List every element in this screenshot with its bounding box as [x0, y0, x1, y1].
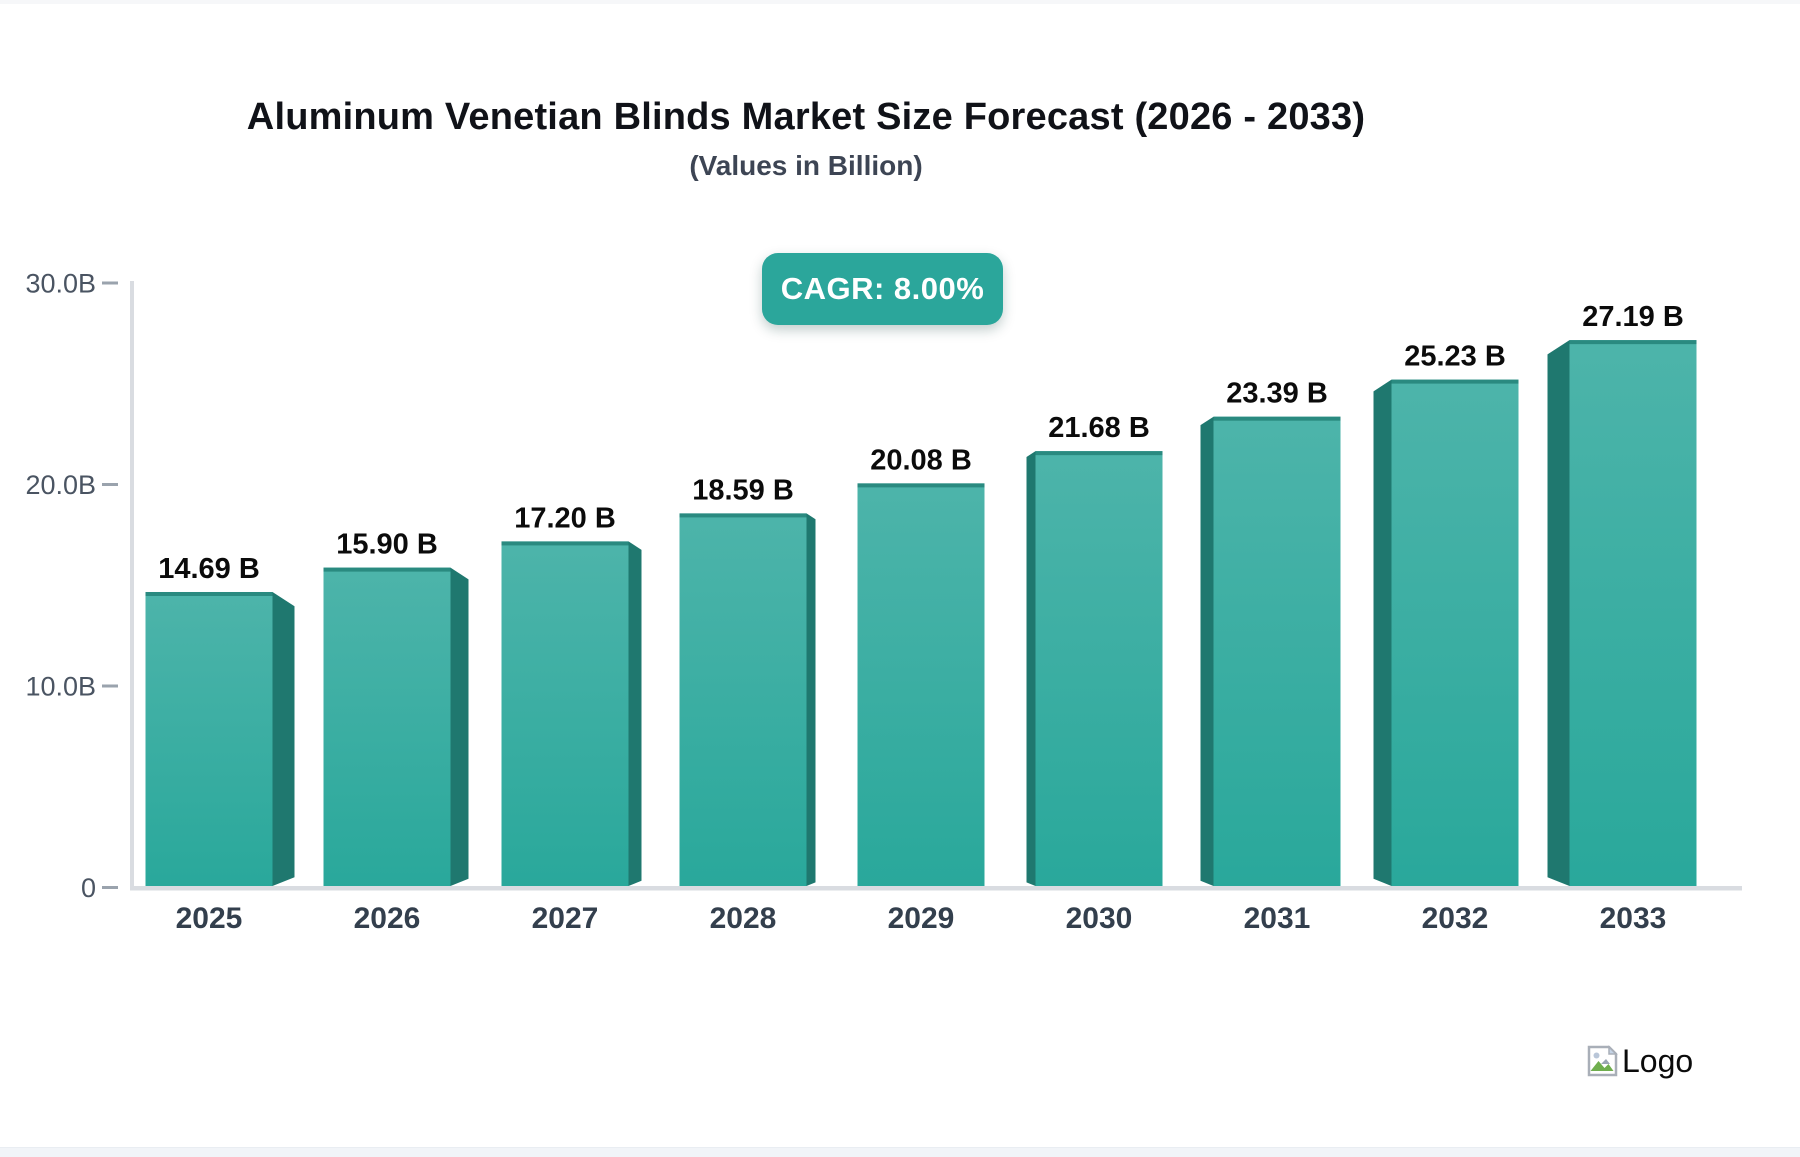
bar-side-face [450, 567, 469, 886]
bar [323, 567, 451, 888]
x-axis-label: 2031 [1244, 902, 1311, 935]
bar-top-edge [1391, 379, 1519, 384]
logo: Logo [1583, 1040, 1693, 1084]
bar-top-edge [1569, 340, 1697, 345]
bar-value-label: 20.08 B [870, 444, 972, 476]
bar-value-label: 17.20 B [514, 502, 616, 534]
bar-side-face [1373, 379, 1392, 886]
chart-subtitle: (Values in Billion) [689, 150, 923, 181]
y-axis-line [130, 281, 134, 890]
x-axis-label: 2029 [888, 902, 955, 935]
bar-top-edge [1213, 416, 1341, 421]
bar-value-label: 25.23 B [1404, 341, 1506, 373]
page-bottom-edge [0, 1147, 1800, 1157]
bar-top-edge [679, 513, 807, 518]
x-axis-label: 2027 [532, 902, 599, 935]
y-tick-mark [102, 483, 118, 486]
logo-text: Logo [1622, 1043, 1694, 1079]
bar-top-edge [1035, 451, 1163, 456]
chart-title: Aluminum Venetian Blinds Market Size For… [246, 96, 1366, 138]
bar [1213, 416, 1341, 888]
bar-value-label: 15.90 B [336, 529, 438, 561]
y-tick-label: 10.0B [25, 672, 96, 702]
bar-side-face [1026, 451, 1036, 886]
x-axis-label: 2030 [1066, 902, 1133, 935]
bar-top-edge [857, 483, 985, 488]
bar-side-face [628, 541, 642, 886]
y-tick-label: 20.0B [25, 470, 96, 500]
bar [501, 541, 629, 888]
bar-top-edge [145, 591, 273, 596]
bar-value-label: 23.39 B [1226, 378, 1328, 410]
bar-value-label: 14.69 B [158, 553, 260, 585]
x-axis-label: 2032 [1422, 902, 1489, 935]
bar-side-face [272, 591, 295, 886]
cagr-badge-label: CAGR: 8.00% [780, 271, 985, 306]
bar [1569, 340, 1697, 889]
y-tick-label: 0 [81, 873, 96, 903]
cagr-badge: CAGR: 8.00% [762, 253, 1003, 325]
bar-value-label: 21.68 B [1048, 412, 1150, 444]
y-tick-mark [102, 281, 118, 285]
bar [1035, 451, 1163, 888]
x-axis-line [130, 886, 1742, 891]
y-tick-label: 30.0B [25, 269, 96, 299]
bar-value-label: 18.59 B [692, 474, 794, 506]
bar-top-edge [501, 541, 629, 546]
bar-top-edge [323, 567, 451, 572]
y-tick-mark [102, 684, 118, 688]
bar-value-label: 27.19 B [1582, 301, 1684, 333]
x-axis-label: 2028 [710, 902, 777, 935]
broken-image-icon [1587, 1045, 1618, 1077]
bar [679, 513, 807, 888]
x-axis-label: 2026 [354, 902, 421, 935]
y-tick-mark [102, 886, 118, 889]
x-axis-label: 2033 [1600, 902, 1667, 935]
x-axis-label: 2025 [176, 902, 243, 935]
bar [1391, 379, 1519, 888]
bar [145, 591, 273, 888]
bar-side-face [1200, 416, 1214, 886]
bar-side-face [806, 513, 816, 886]
page-top-edge [0, 0, 1800, 4]
bar [857, 483, 985, 888]
bar-side-face [1547, 340, 1570, 887]
